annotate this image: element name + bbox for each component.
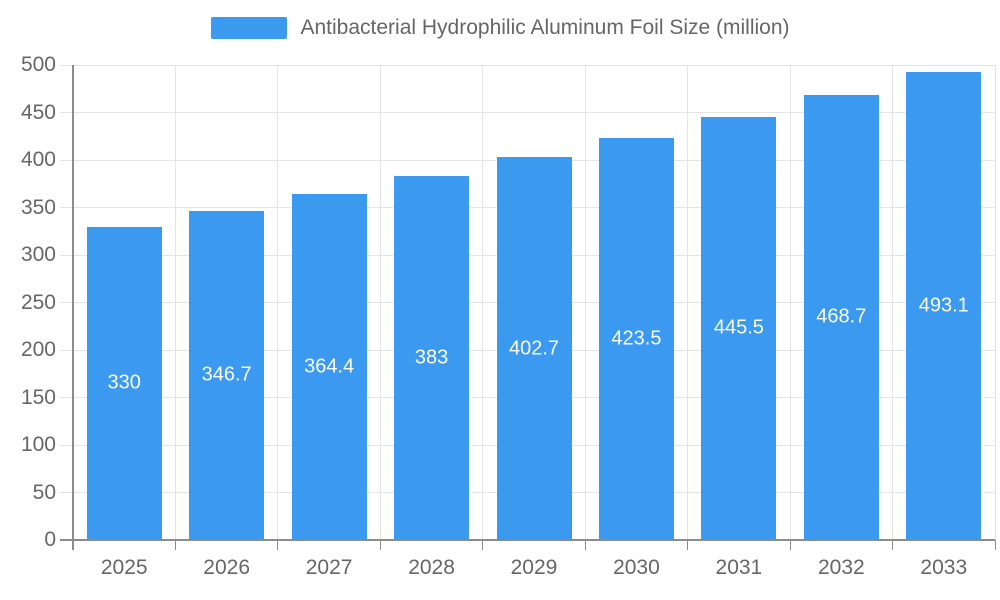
y-tick-label: 400: [20, 148, 56, 171]
x-axis-tick: [379, 540, 381, 550]
bar[interactable]: [803, 94, 879, 540]
y-tick-label: 350: [20, 195, 56, 219]
x-gridline: [174, 65, 176, 540]
x-axis-tick: [482, 540, 484, 550]
x-gridline: [789, 65, 791, 540]
y-tick-label: 150: [20, 385, 56, 409]
x-tick-label: 2027: [305, 556, 353, 579]
y-tick-label: 50: [32, 480, 56, 504]
bar-value-label: 468.7: [816, 305, 867, 328]
x-axis-tick: [687, 540, 689, 550]
y-tick-label: 500: [20, 53, 56, 76]
x-axis-tick: [789, 540, 791, 550]
x-gridline: [482, 65, 484, 540]
x-tick-label: 2033: [920, 556, 968, 579]
bar-value-label: 402.7: [508, 337, 560, 360]
bar[interactable]: [86, 226, 162, 540]
bar-value-label: 364.4: [304, 355, 355, 378]
x-tick-label: 2028: [408, 556, 455, 579]
bar-value-label: 383: [414, 346, 449, 369]
x-gridline: [277, 65, 279, 540]
y-tick-label: 450: [20, 100, 56, 124]
x-gridline: [584, 65, 586, 540]
bar-value-label: 330: [107, 371, 141, 394]
y-axis-line: [72, 65, 74, 550]
bar[interactable]: [291, 193, 367, 540]
x-tick-label: 2031: [715, 556, 763, 579]
x-tick-label: 2032: [817, 556, 865, 579]
x-axis-tick: [174, 540, 176, 550]
x-axis-tick: [584, 540, 586, 550]
x-gridline: [892, 65, 894, 540]
bar[interactable]: [598, 137, 674, 540]
x-axis-tick: [994, 540, 996, 550]
x-tick-label: 2025: [100, 556, 148, 579]
x-axis-tick: [277, 540, 279, 550]
bar[interactable]: [906, 71, 982, 540]
chart-legend[interactable]: Antibacterial Hydrophilic Aluminum Foil …: [0, 16, 1000, 40]
y-tick-label: 300: [20, 243, 56, 266]
bar[interactable]: [394, 176, 470, 540]
y-gridline: [60, 64, 995, 66]
bar[interactable]: [701, 116, 777, 540]
x-tick-label: 2030: [613, 556, 660, 579]
x-gridline: [687, 65, 689, 540]
y-gridline: [60, 112, 995, 113]
x-tick-label: 2029: [510, 556, 558, 579]
bar-value-label: 493.1: [918, 294, 969, 317]
x-gridline: [994, 65, 996, 540]
y-tick-label: 100: [20, 433, 56, 456]
x-axis-tick: [892, 540, 894, 550]
x-axis-line: [60, 539, 995, 541]
x-tick-label: 2026: [203, 556, 251, 579]
legend-swatch[interactable]: [210, 17, 287, 39]
bar[interactable]: [496, 157, 572, 540]
bar-value-label: 346.7: [201, 363, 252, 386]
legend-label: Antibacterial Hydrophilic Aluminum Foil …: [300, 16, 790, 39]
bar-value-label: 423.5: [611, 327, 662, 350]
x-gridline: [379, 65, 381, 540]
y-tick-label: 250: [20, 290, 56, 314]
bar-value-label: 445.5: [713, 316, 764, 339]
bar[interactable]: [189, 210, 265, 540]
y-tick-label: 200: [20, 338, 56, 361]
y-tick-label: 0: [44, 528, 56, 551]
